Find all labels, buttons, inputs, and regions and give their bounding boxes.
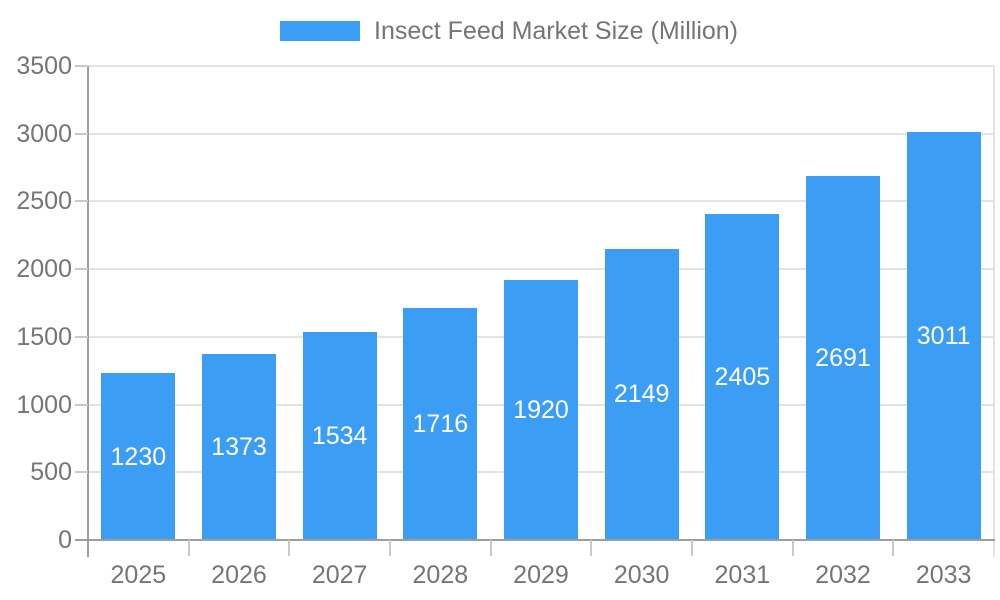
legend-label: Insect Feed Market Size (Million) — [374, 17, 739, 45]
y-tick-label: 2500 — [16, 187, 72, 216]
x-tick-label: 2026 — [211, 561, 267, 589]
y-tick-label: 1000 — [16, 390, 72, 419]
bar-2030[interactable] — [604, 248, 679, 540]
bar-value-label: 1534 — [311, 422, 368, 451]
bar-2029[interactable] — [504, 279, 578, 540]
x-tick — [288, 540, 291, 556]
y-tick-label: 500 — [30, 458, 72, 487]
bar-value-label: 2405 — [714, 363, 771, 392]
x-tick-label: 2032 — [815, 561, 871, 589]
bar-2027[interactable] — [302, 332, 377, 540]
gridline — [88, 132, 994, 135]
y-tick — [75, 65, 88, 67]
bar-value-label: 1230 — [110, 442, 167, 471]
x-tick — [187, 540, 190, 556]
x-tick-label: 2028 — [412, 561, 469, 589]
x-tick — [791, 540, 794, 556]
plot-right-border — [993, 66, 995, 557]
bar-value-label: 3011 — [916, 322, 971, 351]
y-tick — [75, 471, 88, 474]
y-tick — [75, 403, 88, 406]
x-tick — [389, 540, 391, 556]
bar-value-label: 1373 — [211, 433, 267, 462]
x-tick-label: 2030 — [613, 561, 670, 589]
x-tick — [489, 540, 492, 556]
bar-2031[interactable] — [705, 214, 780, 540]
x-tick-label: 2027 — [311, 561, 368, 589]
bar-2026[interactable] — [202, 354, 276, 540]
legend-swatch-icon — [280, 21, 360, 41]
y-tick — [75, 268, 88, 271]
y-tick-label: 1500 — [16, 322, 72, 351]
x-tick — [590, 540, 593, 556]
gridline — [88, 200, 994, 203]
bar-value-label: 1716 — [412, 409, 469, 438]
gridline — [88, 65, 994, 67]
y-axis-line — [87, 66, 89, 557]
bar-value-label: 2691 — [815, 343, 871, 372]
x-axis-line — [75, 539, 995, 541]
bar-value-label: 2149 — [613, 380, 670, 409]
x-tick — [691, 540, 693, 556]
y-tick-label: 2000 — [16, 255, 72, 284]
x-tick-label: 2033 — [915, 561, 972, 589]
y-tick-label: 0 — [58, 526, 72, 554]
bar-2033[interactable] — [906, 132, 981, 540]
legend[interactable]: Insect Feed Market Size (Million) — [280, 17, 738, 45]
x-tick — [892, 540, 895, 556]
x-tick-label: 2029 — [513, 561, 569, 589]
bar-2032[interactable] — [806, 175, 880, 540]
gridline — [88, 268, 994, 271]
y-tick — [75, 200, 88, 203]
x-tick-label: 2025 — [110, 561, 167, 589]
y-tick — [75, 335, 88, 338]
bar-2028[interactable] — [403, 307, 478, 540]
x-tick-label: 2031 — [714, 561, 771, 589]
y-tick-label: 3000 — [16, 119, 72, 148]
y-tick-label: 3500 — [16, 52, 72, 80]
bar-2025[interactable] — [101, 373, 176, 540]
y-tick — [75, 132, 88, 135]
bar-value-label: 1920 — [513, 395, 569, 424]
